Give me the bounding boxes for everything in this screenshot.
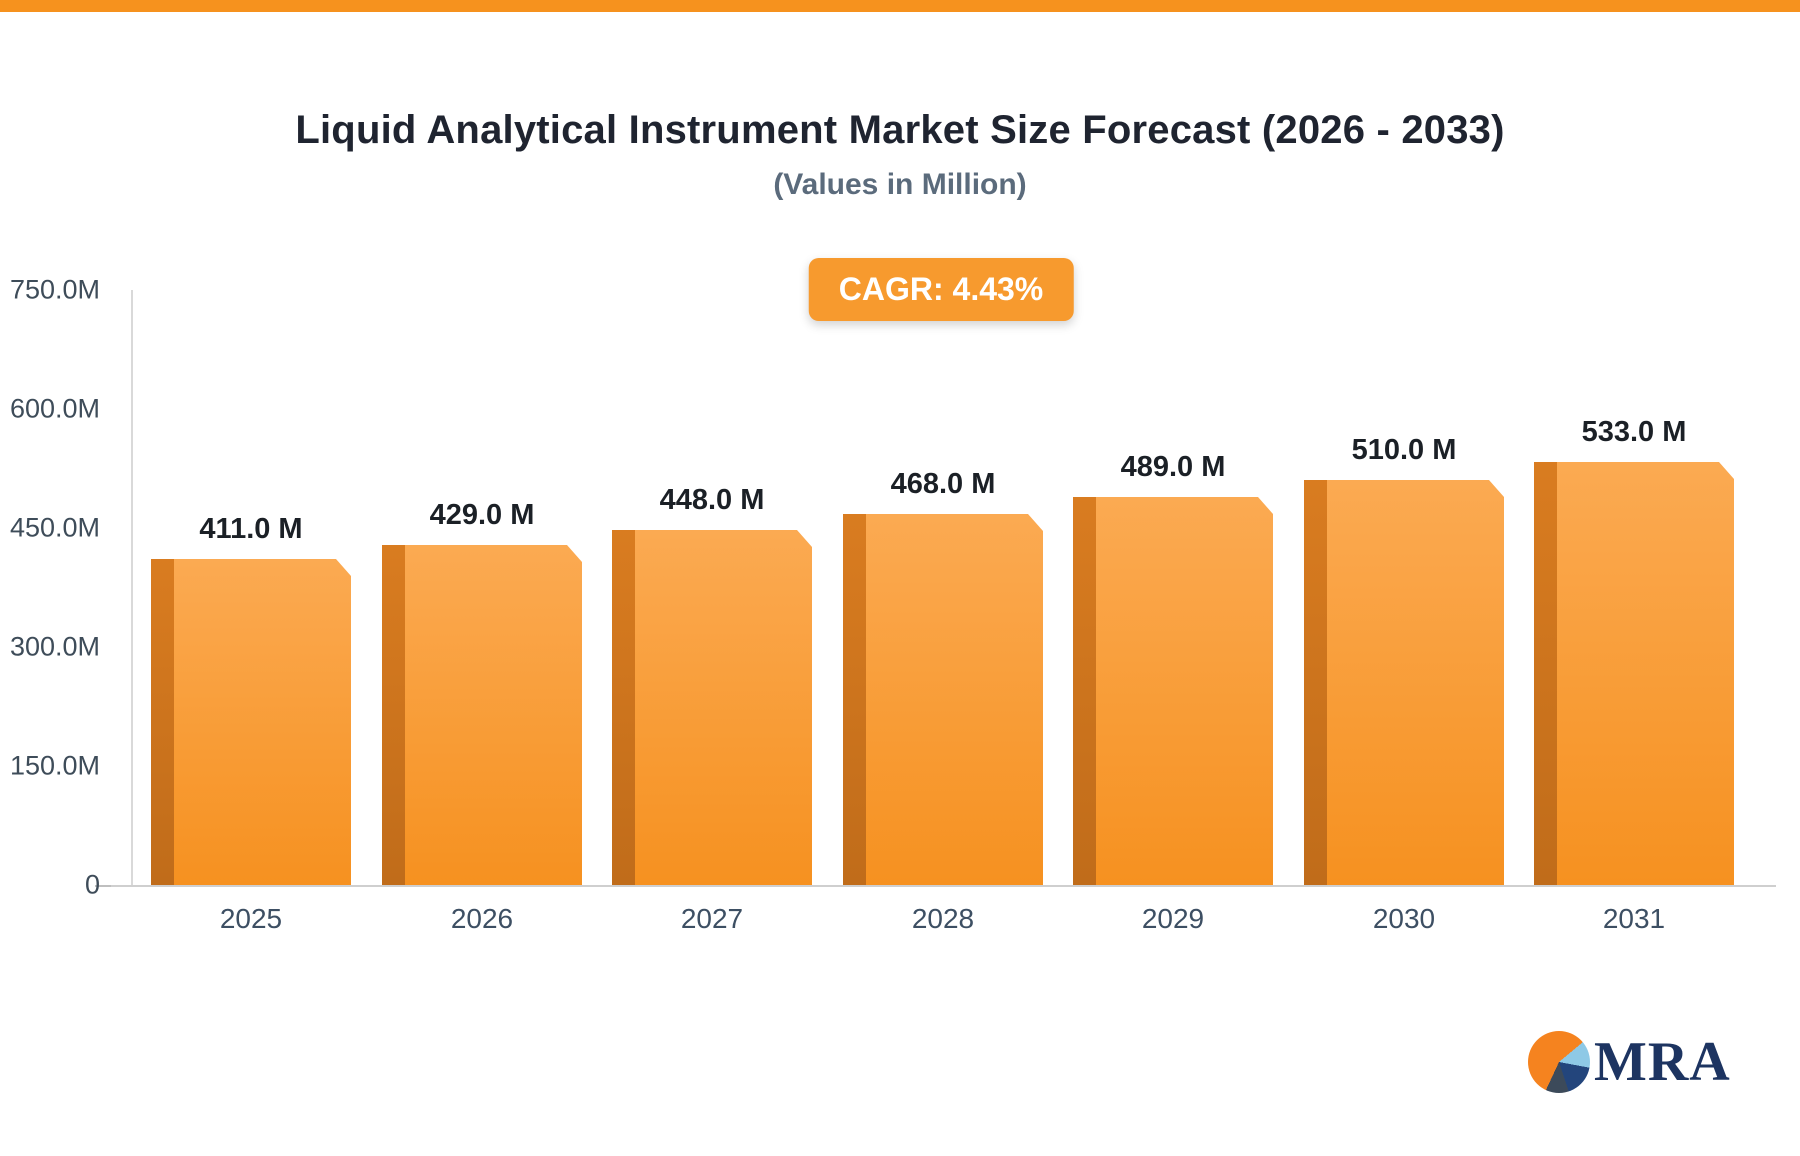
cagr-badge: CAGR: 4.43%: [808, 258, 1074, 321]
bar-value-label: 468.0 M: [890, 468, 996, 500]
bar-side-shade: [1534, 462, 1557, 885]
bar-value-label: 489.0 M: [1120, 451, 1226, 483]
bar-face: [612, 530, 812, 885]
y-tick-label: 0: [84, 869, 100, 900]
bar-2031: [1534, 462, 1734, 885]
y-tick-label: 150.0M: [9, 750, 100, 781]
bar-face: [1304, 480, 1504, 885]
bar-side-shade: [612, 530, 635, 885]
y-tick-label: 600.0M: [9, 393, 100, 424]
bar-2027: [612, 530, 812, 885]
y-tick-label: 750.0M: [9, 274, 100, 305]
x-category-label: 2025: [219, 903, 283, 934]
bar-side-shade: [1073, 497, 1096, 885]
x-category-label: 2027: [680, 903, 744, 934]
x-category-label: 2031: [1602, 903, 1666, 934]
y-tick-label: 450.0M: [9, 512, 100, 543]
bar-2030: [1304, 480, 1504, 885]
bar-face: [382, 545, 582, 885]
y-axis-line: [131, 290, 133, 887]
mra-logo-pie-icon: [1528, 1031, 1590, 1093]
bar-face: [151, 559, 351, 885]
chart-title: Liquid Analytical Instrument Market Size…: [295, 108, 1505, 152]
bar-2025: [151, 559, 351, 885]
bar-face: [1534, 462, 1734, 885]
x-category-label: 2026: [450, 903, 514, 934]
top-accent-strip: [0, 0, 1800, 12]
y-tick-label: 300.0M: [9, 631, 100, 662]
bar-side-shade: [843, 514, 866, 885]
mra-logo-text: MRA: [1594, 1031, 1731, 1093]
mra-logo: MRA: [1528, 1030, 1731, 1094]
bar-side-shade: [1304, 480, 1327, 885]
bar-face: [1073, 497, 1273, 885]
x-axis-baseline: [111, 885, 1776, 887]
bar-side-shade: [151, 559, 174, 885]
x-category-label: 2028: [911, 903, 975, 934]
bar-value-label: 429.0 M: [429, 499, 535, 531]
bar-2026: [382, 545, 582, 885]
bar-value-label: 510.0 M: [1351, 434, 1457, 466]
bar-side-shade: [382, 545, 405, 885]
bar-value-label: 448.0 M: [659, 484, 765, 516]
bar-2029: [1073, 497, 1273, 885]
bar-face: [843, 514, 1043, 885]
x-category-label: 2029: [1141, 903, 1205, 934]
bar-value-label: 533.0 M: [1581, 416, 1687, 448]
bar-2028: [843, 514, 1043, 885]
zero-tick-mark: [95, 885, 111, 887]
bar-value-label: 411.0 M: [199, 513, 303, 545]
chart-subtitle: (Values in Million): [773, 168, 1027, 201]
x-category-label: 2030: [1372, 903, 1436, 934]
